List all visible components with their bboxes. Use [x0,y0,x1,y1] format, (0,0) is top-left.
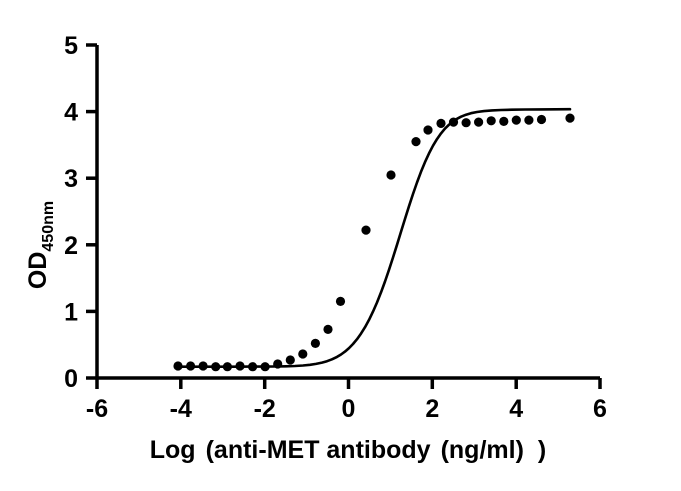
data-point [235,361,245,371]
y-axis-title: OD450nm [24,201,57,289]
x-tick-label-0: 0 [342,395,356,423]
data-point [361,225,371,235]
y-tick-label-0: 0 [64,365,78,393]
data-point [486,116,496,126]
data-point [436,118,446,128]
x-axis-title-paren1: (anti-MET antibody [206,436,431,464]
data-point [461,118,471,128]
y-tick-label-1: 1 [64,298,78,326]
x-axis-tick-labels: -6 -4 -2 0 2 4 6 [86,395,607,423]
x-axis-title-paren3: ) [538,436,546,464]
svg-text:OD450nm: OD450nm [24,201,57,289]
x-tick-label-neg4: -4 [170,395,192,423]
data-point [222,362,232,372]
data-point [310,338,320,348]
y-axis-ticks [86,43,97,380]
data-point [298,349,308,359]
data-points [173,113,575,372]
data-point [186,361,196,371]
data-point [211,362,221,372]
x-tick-label-2: 2 [425,395,439,423]
data-point [273,359,283,369]
data-point [173,361,183,371]
x-tick-label-6: 6 [593,395,607,423]
x-axis-title-log: Log [150,436,196,464]
data-point [423,125,433,135]
x-axis-title: Log (anti-MET antibody (ng/ml)) [150,436,546,464]
data-point [198,361,208,371]
y-axis-tick-labels: 0 1 2 3 4 5 [64,32,78,393]
data-point [285,355,295,365]
x-axis-title-paren2: (ng/ml) [441,436,524,464]
y-tick-label-3: 3 [64,165,78,193]
data-point [323,324,333,334]
y-axis-title-main: OD [24,252,52,290]
data-point [411,137,421,147]
data-point [524,115,534,125]
fit-curve [176,107,572,368]
y-tick-label-2: 2 [64,232,78,260]
data-point [448,117,459,127]
data-point [335,296,346,306]
x-axis-ticks [95,378,602,389]
x-tick-label-neg6: -6 [86,395,108,423]
x-tick-label-4: 4 [509,395,523,423]
data-point [511,115,521,125]
data-point [474,117,484,127]
y-axis-title-sub: 450nm [40,201,57,252]
data-point [260,362,270,372]
y-tick-label-5: 5 [64,32,78,60]
x-tick-label-neg2: -2 [254,395,276,423]
data-point [536,114,547,125]
y-tick-label-4: 4 [64,99,78,127]
data-point [499,116,509,126]
data-point [565,113,575,123]
data-point [248,362,258,372]
data-point [386,170,396,180]
